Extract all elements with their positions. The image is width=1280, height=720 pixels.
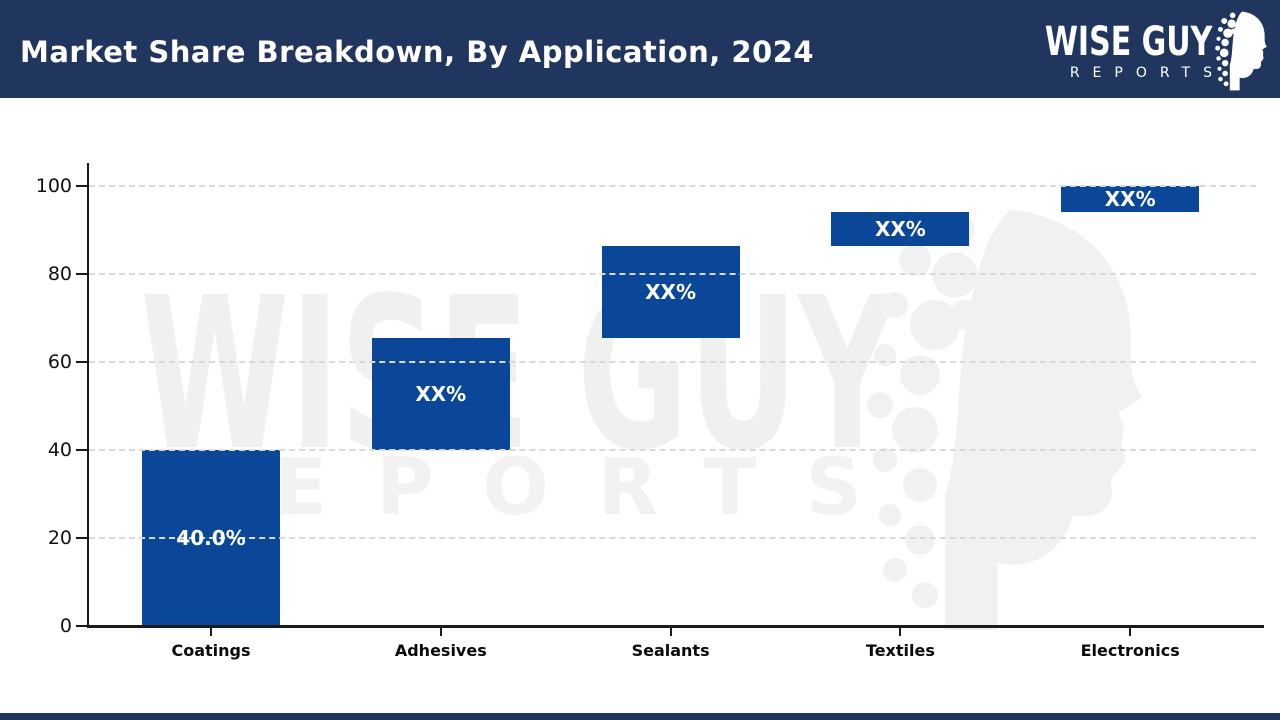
x-axis-line	[87, 625, 1264, 628]
y-tick-0	[76, 625, 88, 627]
y-tick-20	[76, 537, 88, 539]
logo-wordmark: WISE GUY	[1044, 19, 1212, 65]
x-category-label-textiles: Textiles	[865, 641, 935, 660]
watermark-subtext: REPORTS	[165, 443, 911, 533]
x-category-label-sealants: Sealants	[631, 641, 710, 660]
bar-label-adhesives: XX%	[415, 381, 467, 406]
gridline-80	[89, 273, 1256, 275]
gridline-40	[89, 449, 1256, 451]
gridline-100	[89, 185, 1256, 187]
x-category-label-electronics: Electronics	[1080, 641, 1180, 660]
y-tick-40	[76, 449, 88, 451]
x-tick-sealants	[669, 628, 672, 636]
y-tick-80	[76, 273, 88, 275]
wiseguy-logo: WISE GUY REPORTS	[1024, 6, 1274, 92]
watermark-wordmark: WISE GUY	[140, 252, 897, 497]
bar-electronics	[1061, 186, 1200, 212]
bar-label-sealants: XX%	[645, 280, 697, 305]
bar-sealants	[601, 246, 740, 338]
footer-bar	[0, 713, 1280, 720]
y-tick-100	[76, 185, 88, 187]
y-tick-label-100: 100	[35, 175, 72, 197]
bar-textiles	[831, 211, 970, 247]
y-tick-label-40: 40	[47, 439, 72, 461]
bar-adhesives	[371, 337, 510, 450]
watermark-head-icon	[867, 210, 1143, 630]
y-tick-60	[76, 361, 88, 363]
bar-label-electronics: XX%	[1104, 186, 1156, 211]
y-axis-line	[87, 163, 89, 628]
y-tick-label-0: 0	[59, 615, 72, 637]
x-tick-textiles	[899, 628, 902, 636]
gridline-20	[89, 537, 1256, 539]
logo-head-icon	[1215, 11, 1267, 91]
x-category-label-coatings: Coatings	[171, 641, 251, 660]
bar-label-textiles: XX%	[874, 217, 926, 242]
logo-subtext: REPORTS	[1069, 65, 1225, 81]
gridline-60	[89, 361, 1256, 363]
x-category-label-adhesives: Adhesives	[394, 641, 487, 660]
y-tick-label-60: 60	[47, 351, 72, 373]
x-tick-coatings	[210, 628, 212, 636]
page-title: Market Share Breakdown, By Application, …	[20, 35, 815, 69]
bar-label-coatings: 40.0%	[176, 526, 246, 550]
y-tick-label-80: 80	[47, 263, 72, 285]
x-tick-electronics	[1129, 628, 1132, 636]
logo-text: WISE GUY REPORTS	[989, 22, 1212, 81]
x-tick-adhesives	[439, 628, 442, 636]
y-tick-label-20: 20	[47, 527, 72, 549]
header: Market Share Breakdown, By Application, …	[0, 0, 1280, 98]
